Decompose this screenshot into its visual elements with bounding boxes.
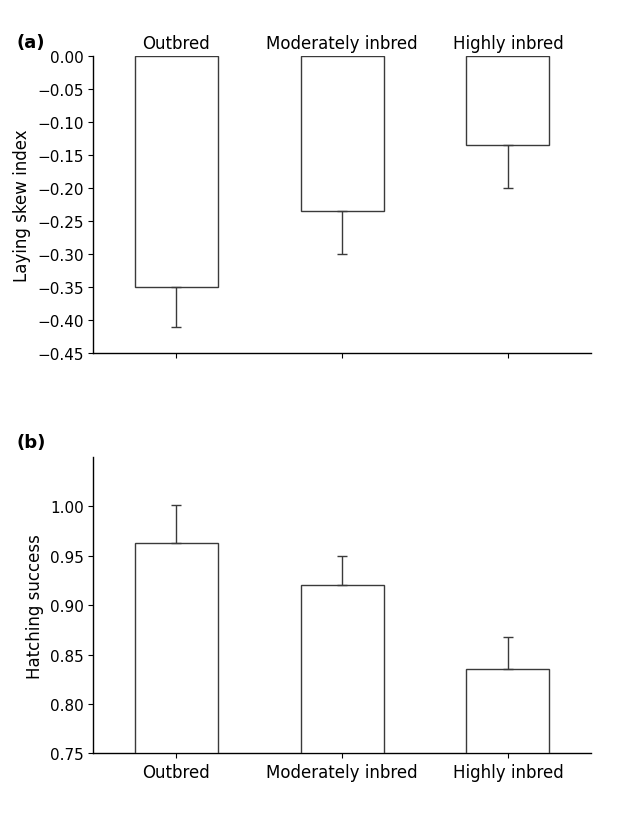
Text: (b): (b) [16,433,45,451]
Bar [466,57,549,147]
Y-axis label: Laying skew index: Laying skew index [14,129,31,282]
Bar [300,586,384,753]
Bar [135,543,218,753]
Y-axis label: Hatching success: Hatching success [26,533,44,677]
Bar [300,57,384,212]
Bar [135,57,218,287]
Bar [466,670,549,753]
Text: (a): (a) [16,34,45,52]
